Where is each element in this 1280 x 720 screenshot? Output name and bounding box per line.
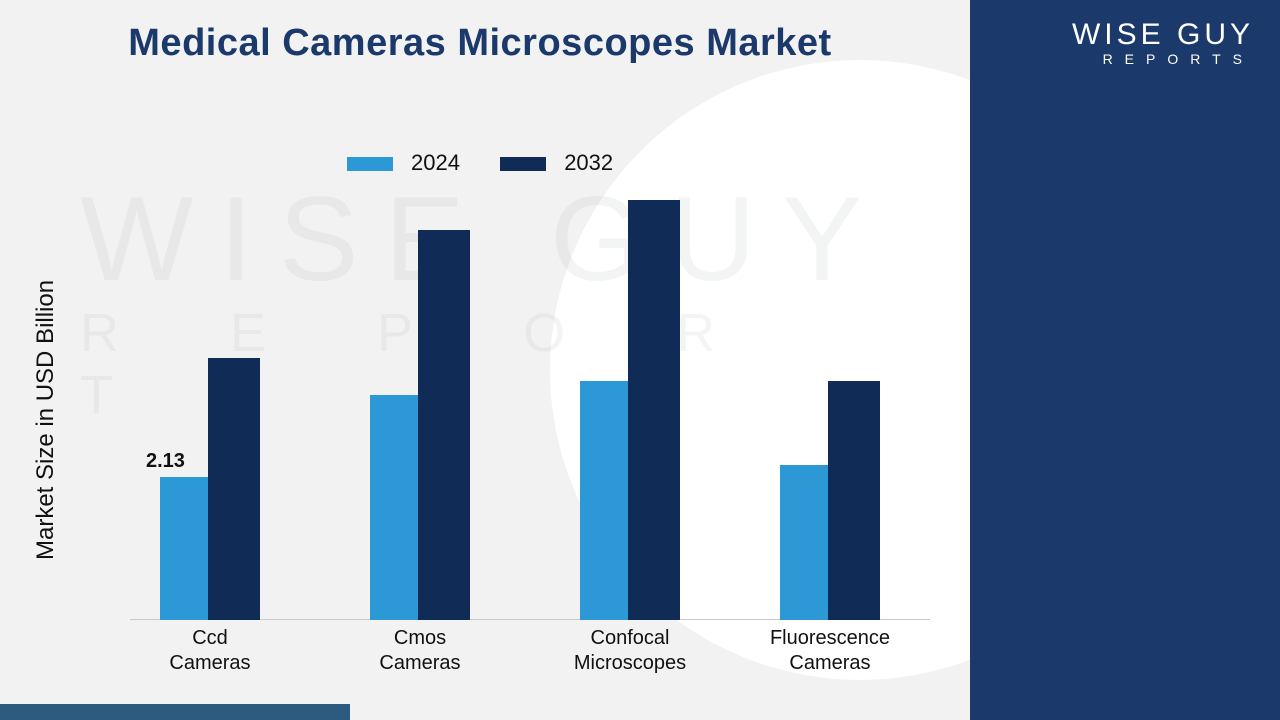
bar-series-a: [780, 465, 832, 620]
y-axis-label: Market Size in USD Billion: [32, 280, 60, 560]
logo-line2: REPORTS: [1072, 52, 1254, 66]
x-axis-label: CcdCameras: [110, 620, 310, 676]
x-axis-label: CmosCameras: [320, 620, 520, 676]
bar-chart: CcdCameras2.13CmosCamerasConfocalMicrosc…: [130, 190, 930, 620]
brand-logo: WISE GUY REPORTS: [1072, 20, 1254, 66]
bar-series-b: [828, 381, 880, 620]
bar-series-a: [580, 381, 632, 620]
x-axis-label: FluorescenceCameras: [730, 620, 930, 676]
bar-value-label: 2.13: [146, 450, 185, 473]
bar-series-b: [208, 358, 260, 620]
stage: WISE GUY REPORTS Medical Cameras Microsc…: [0, 0, 1280, 720]
bottom-bar: [0, 704, 350, 720]
logo-line1: WISE GUY: [1072, 20, 1254, 50]
bar-series-a: [370, 395, 422, 620]
bar-series-a: [160, 477, 212, 620]
right-panel: [970, 0, 1280, 720]
bar-series-b: [418, 230, 470, 620]
page-title: Medical Cameras Microscopes Market: [0, 22, 960, 65]
legend-label-b: 2032: [564, 150, 613, 175]
legend-label-a: 2024: [411, 150, 460, 175]
legend-swatch-a: [347, 157, 393, 171]
legend-swatch-b: [500, 157, 546, 171]
x-axis-label: ConfocalMicroscopes: [530, 620, 730, 676]
legend: 2024 2032: [0, 150, 960, 176]
bar-series-b: [628, 200, 680, 620]
